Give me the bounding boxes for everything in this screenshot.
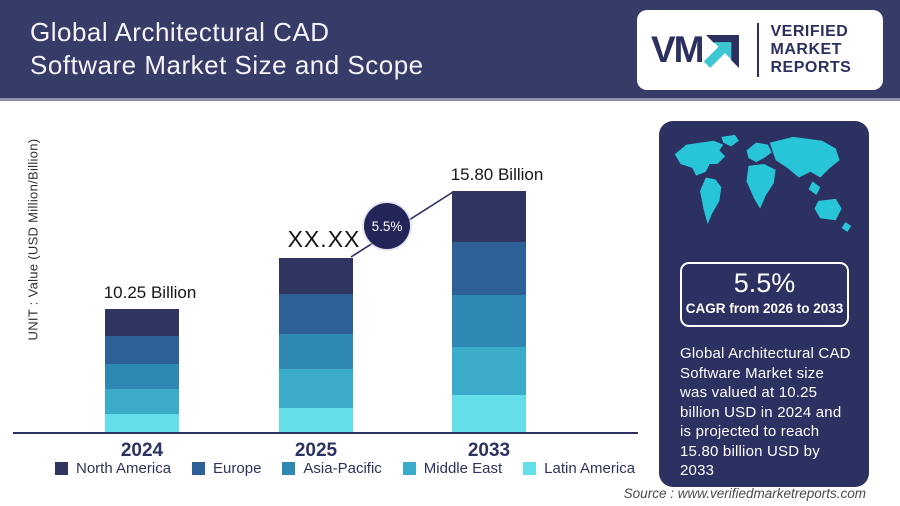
- legend-swatch-icon: [192, 462, 206, 475]
- legend-label: Latin America: [544, 460, 636, 477]
- bar-segment-middle-east: [279, 369, 353, 408]
- x-axis-line: [13, 432, 638, 434]
- x-tick-2033: 2033: [467, 440, 511, 461]
- vmr-arrow-icon: [703, 35, 739, 68]
- vmr-logo-mark: VM: [651, 29, 741, 71]
- bar-segment-asia-pacific: [279, 334, 353, 369]
- bar-segment-asia-pacific: [452, 295, 526, 347]
- bar-segment-latin-america: [452, 395, 526, 432]
- logo-brand-line2: MARKET: [770, 41, 842, 58]
- legend-item-middle-east: Middle East: [402, 460, 503, 477]
- market-summary-text: Global Architectural CAD Software Market…: [680, 345, 851, 479]
- cagr-bubble-label: 5.5%: [371, 218, 403, 234]
- bar-segment-north-america: [452, 191, 526, 242]
- stacked-bar-2024: [105, 309, 179, 432]
- source-attribution: Source : www.verifiedmarketreports.com: [623, 486, 866, 501]
- legend-swatch-icon: [402, 462, 416, 475]
- page-title-line2: Software Market Size and Scope: [30, 50, 424, 80]
- vmr-logo-vm-text: VM: [651, 29, 704, 70]
- logo-brand-text: VERIFIED MARKET REPORTS: [771, 23, 852, 77]
- header-banner: Global Architectural CAD Software Market…: [0, 0, 900, 101]
- page-title: Global Architectural CAD Software Market…: [30, 16, 424, 82]
- bar-segment-north-america: [105, 309, 179, 336]
- bar-segment-north-america: [279, 258, 353, 294]
- stacked-bar-2033: [452, 191, 526, 432]
- y-axis-label: UNIT : Value (USD Million/Billion): [25, 138, 41, 341]
- legend-item-north-america: North America: [55, 460, 171, 477]
- legend-label: North America: [76, 460, 172, 477]
- bar-segment-asia-pacific: [105, 364, 179, 389]
- bar-segment-latin-america: [279, 408, 353, 432]
- chart-legend: North America Europe Asia-Pacific Middle Ea…: [55, 460, 635, 477]
- legend-swatch-icon: [523, 462, 537, 475]
- cagr-stat-box: 5.5% CAGR from 2026 to 2033: [680, 262, 849, 327]
- bar-segment-middle-east: [452, 347, 526, 395]
- legend-label: Europe: [213, 460, 262, 477]
- logo-divider: [756, 23, 759, 77]
- cagr-bubble: 5.5%: [364, 203, 410, 249]
- world-map-icon: [674, 134, 852, 232]
- vmr-logo: VM VERIFIED MARKET REPORTS: [637, 10, 883, 90]
- stacked-bar-2025: [279, 258, 353, 432]
- logo-brand-line1: VERIFIED: [770, 23, 849, 40]
- cagr-caption: CAGR from 2026 to 2033: [685, 301, 844, 316]
- legend-item-europe: Europe: [192, 460, 261, 477]
- bar-total-label: 15.80 Billion: [450, 165, 544, 184]
- bar-segment-latin-america: [105, 414, 179, 432]
- bar-segment-europe: [452, 242, 526, 295]
- cagr-value: 5.5%: [733, 268, 796, 298]
- summary-card: 5.5% CAGR from 2026 to 2033 Global Archi…: [659, 121, 869, 487]
- logo-brand-line3: REPORTS: [770, 59, 852, 76]
- x-tick-2025: 2025: [294, 440, 338, 461]
- legend-label: Middle East: [423, 460, 503, 477]
- legend-swatch-icon: [282, 462, 296, 475]
- page-title-line1: Global Architectural CAD: [30, 17, 330, 47]
- bar-segment-europe: [105, 336, 179, 364]
- legend-swatch-icon: [55, 462, 68, 475]
- bar-total-label: 10.25 Billion: [103, 283, 197, 302]
- bar-segment-europe: [279, 294, 353, 334]
- legend-label: Asia-Pacific: [303, 460, 382, 477]
- x-tick-2024: 2024: [120, 440, 164, 461]
- legend-item-latin-america: Latin America: [523, 460, 635, 477]
- legend-item-asia-pacific: Asia-Pacific: [282, 460, 382, 477]
- bar-total-label: XX.XX: [287, 226, 361, 252]
- bar-segment-middle-east: [105, 389, 179, 414]
